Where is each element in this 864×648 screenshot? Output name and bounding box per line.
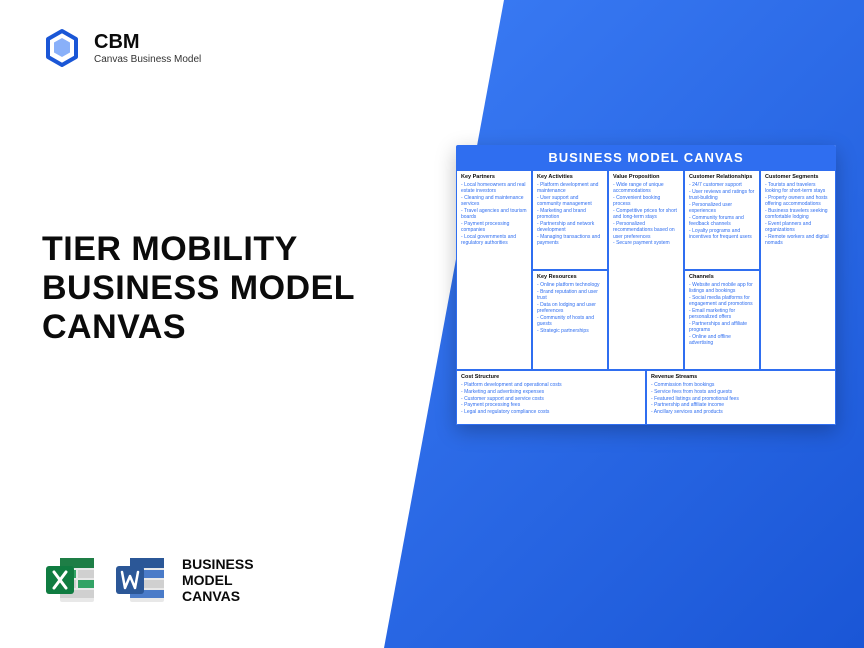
ch-list: Website and mobile app for listings and …: [689, 282, 755, 347]
cell-key-partners: Key Partners Local homeowners and real e…: [456, 170, 532, 370]
cell-value-proposition: Value Proposition Wide range of unique a…: [608, 170, 684, 370]
page-title: TIER MOBILITY BUSINESS MODEL CANVAS: [42, 230, 355, 347]
cost-list: Platform development and operational cos…: [461, 382, 641, 415]
cr-title: Customer Relationships: [689, 174, 755, 180]
cr-list: 24/7 customer supportUser reviews and ra…: [689, 182, 755, 240]
ka-title: Key Activities: [537, 174, 603, 180]
kp-list: Local homeowners and real estate investo…: [461, 182, 527, 247]
logo-abbr: CBM: [94, 32, 201, 52]
vp-title: Value Proposition: [613, 174, 679, 180]
canvas-preview: BUSINESS MODEL CANVAS Key Partners Local…: [456, 145, 836, 425]
ch-title: Channels: [689, 274, 755, 280]
cell-cost-structure: Cost Structure Platform development and …: [456, 370, 646, 425]
file-format-icons: BUSINESS MODEL CANVAS: [42, 552, 254, 608]
bmc-caption: BUSINESS MODEL CANVAS: [182, 556, 254, 604]
canvas-title: BUSINESS MODEL CANVAS: [456, 145, 836, 170]
rev-title: Revenue Streams: [651, 374, 831, 380]
cost-title: Cost Structure: [461, 374, 641, 380]
cell-customer-segments: Customer Segments Tourists and travelers…: [760, 170, 836, 370]
word-icon: [112, 552, 168, 608]
cs-title: Customer Segments: [765, 174, 831, 180]
cell-key-activities: Key Activities Platform development and …: [532, 170, 608, 270]
cell-customer-relationships: Customer Relationships 24/7 customer sup…: [684, 170, 760, 270]
kr-list: Online platform technologyBrand reputati…: [537, 282, 603, 334]
kp-title: Key Partners: [461, 174, 527, 180]
cell-revenue-streams: Revenue Streams Commission from bookings…: [646, 370, 836, 425]
ka-list: Platform development and maintenanceUser…: [537, 182, 603, 247]
cs-list: Tourists and travelers looking for short…: [765, 182, 831, 247]
cell-key-resources: Key Resources Online platform technology…: [532, 270, 608, 370]
logo-icon: [42, 28, 82, 68]
brand-logo: CBM Canvas Business Model: [42, 28, 201, 68]
cell-channels: Channels Website and mobile app for list…: [684, 270, 760, 370]
vp-list: Wide range of unique accommodationsConve…: [613, 182, 679, 247]
kr-title: Key Resources: [537, 274, 603, 280]
excel-icon: [42, 552, 98, 608]
rev-list: Commission from bookingsService fees fro…: [651, 382, 831, 415]
logo-subtitle: Canvas Business Model: [94, 54, 201, 65]
